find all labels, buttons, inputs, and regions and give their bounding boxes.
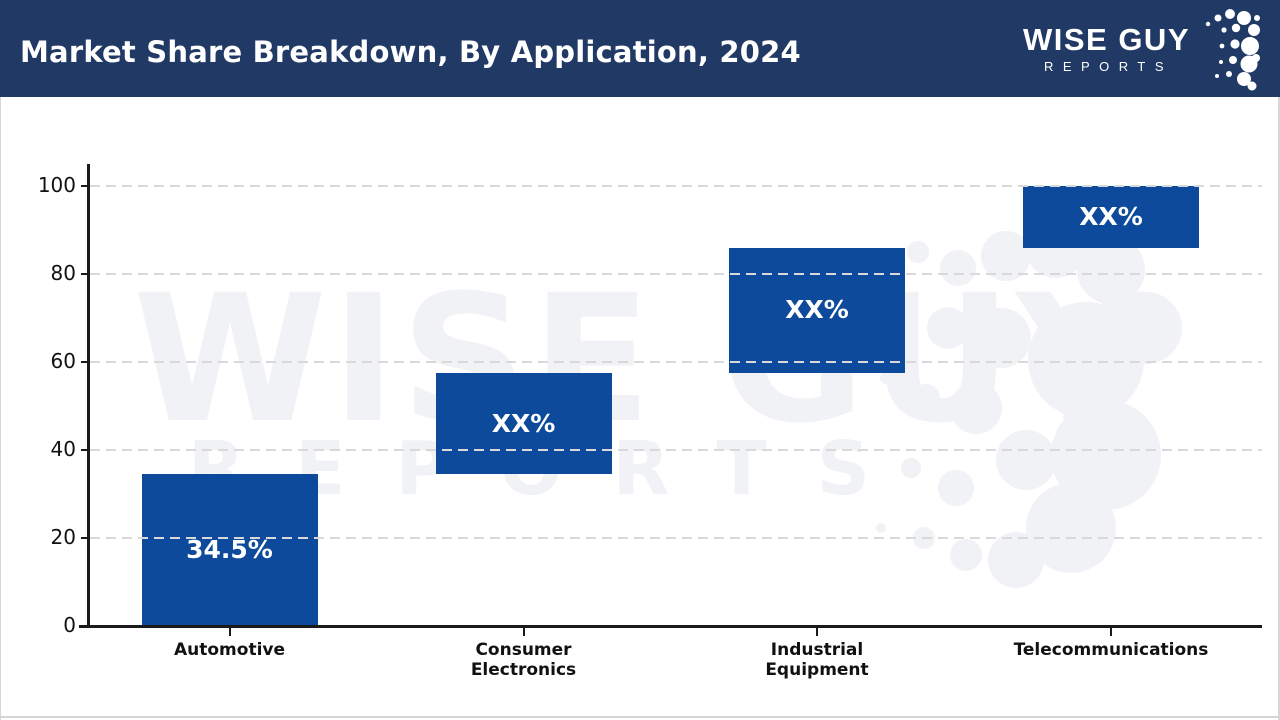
bar-value-label: XX% [785, 295, 849, 325]
y-axis-tick-label: 60 [50, 349, 76, 373]
gridline [90, 449, 1262, 451]
x-axis-tick [1110, 628, 1112, 636]
market-share-bar [729, 247, 905, 373]
logo-wordmark: WISE GUY [1022, 22, 1190, 57]
dotted-head-icon [1205, 8, 1260, 90]
page-title: Market Share Breakdown, By Application, … [20, 34, 801, 69]
bar-value-label: XX% [1079, 201, 1143, 231]
y-axis-tick [81, 537, 90, 539]
page-right-hairline [1278, 97, 1280, 720]
category-label: Automotive [173, 640, 286, 660]
page-left-hairline [0, 97, 1, 720]
y-axis-line [87, 164, 90, 628]
logo-subtext: REPORTS [1043, 59, 1174, 74]
market-share-bar [141, 474, 318, 626]
bar-value-label: XX% [491, 408, 556, 438]
y-axis-tick-label: 80 [50, 261, 76, 285]
gridline [90, 273, 1262, 275]
header-bar: Market Share Breakdown, By Application, … [0, 0, 1280, 97]
y-axis-tick [81, 185, 90, 187]
market-share-bar [1023, 186, 1199, 248]
x-axis-tick [228, 628, 231, 636]
x-axis-tick [522, 628, 525, 636]
y-axis-tick [81, 361, 90, 363]
market-share-bar [435, 373, 612, 475]
y-axis-tick-label: 100 [37, 173, 76, 197]
bar-value-label: 34.5% [186, 535, 273, 565]
gridline [90, 185, 1262, 187]
y-axis-tick-label: 0 [63, 613, 76, 637]
page-bottom-hairline [0, 716, 1280, 718]
category-label: Telecommunications [1013, 640, 1209, 660]
y-axis-tick [81, 449, 90, 451]
watermark-dotted-head [876, 218, 1182, 588]
logo-text: WISE GUY REPORTS [1023, 24, 1190, 73]
gridline [90, 537, 1262, 539]
wise-guy-logo: WISE GUY REPORTS [1023, 6, 1262, 92]
y-axis-tick-label: 20 [50, 525, 76, 549]
category-label: Consumer Electronics [470, 640, 577, 680]
y-axis-tick-label: 40 [50, 437, 76, 461]
category-label: Industrial Equipment [765, 640, 869, 680]
x-axis-tick [816, 628, 818, 636]
x-axis-line [79, 625, 1262, 628]
gridline [90, 361, 1262, 363]
y-axis-tick [81, 273, 90, 275]
